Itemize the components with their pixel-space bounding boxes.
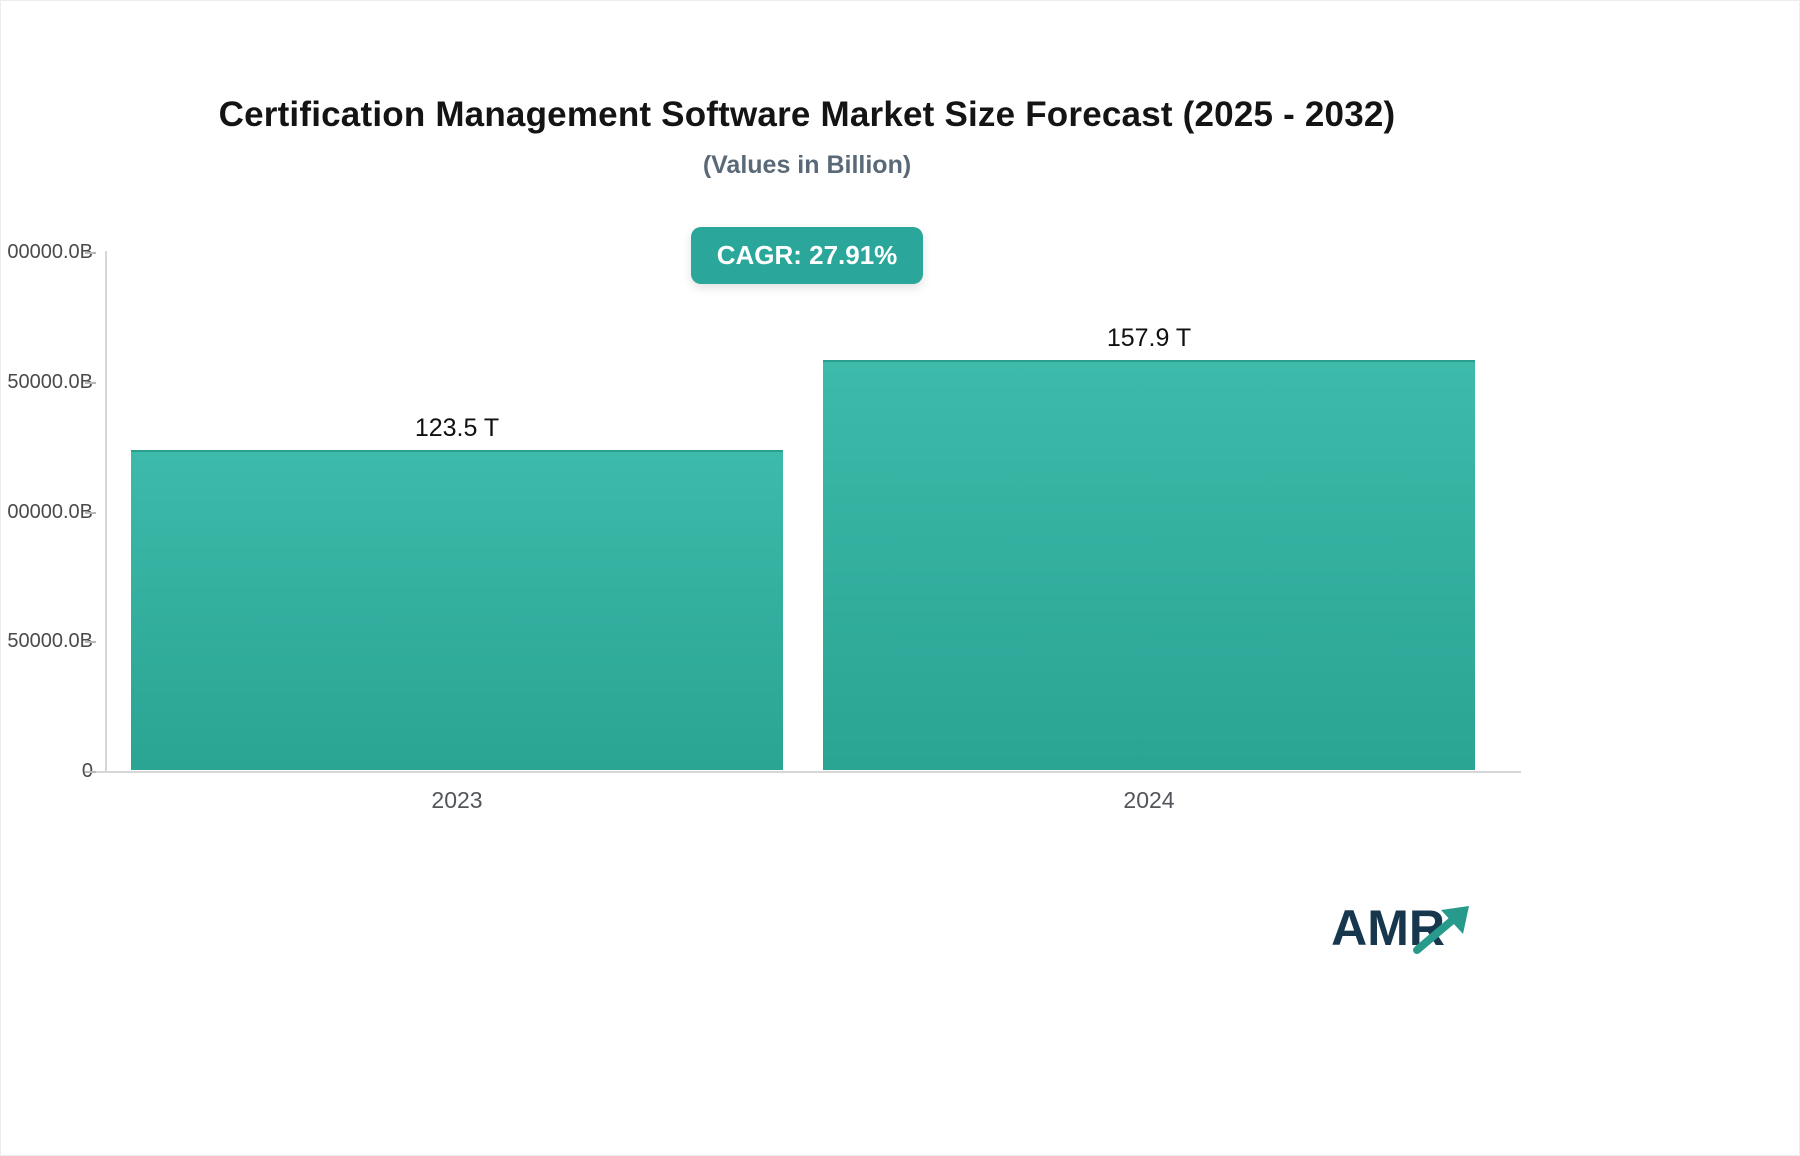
chart-title: Certification Management Software Market…	[218, 95, 1396, 134]
chart-subtitle: (Values in Billion)	[702, 151, 912, 179]
y-tick-mark	[85, 771, 96, 773]
cagr-badge-row: CAGR: 27.91%	[1, 227, 1613, 284]
y-axis-line	[105, 251, 107, 773]
bar-2024	[823, 360, 1475, 770]
bar-2023	[131, 450, 783, 770]
y-tick-mark	[85, 252, 96, 254]
cagr-badge: CAGR: 27.91%	[690, 227, 924, 284]
y-tick-mark	[85, 381, 96, 384]
bar-value-label: 123.5 T	[414, 414, 500, 442]
y-tick-label: 50000.0B	[7, 630, 93, 653]
x-axis-line	[86, 771, 1521, 773]
bar-value-label: 157.9 T	[1106, 324, 1192, 352]
x-axis-label: 2024	[1123, 787, 1175, 813]
amr-logo: AMR	[1331, 899, 1477, 957]
y-tick-mark	[85, 511, 96, 514]
y-tick-label: 50000.0B	[7, 370, 93, 393]
x-axis-label: 2023	[431, 787, 483, 813]
y-tick-label: 00000.0B	[7, 241, 93, 263]
trend-arrow-icon	[1413, 906, 1469, 954]
y-tick-mark	[85, 641, 96, 644]
y-tick-label: 00000.0B	[7, 500, 93, 523]
y-tick-label: 0	[1, 760, 93, 783]
